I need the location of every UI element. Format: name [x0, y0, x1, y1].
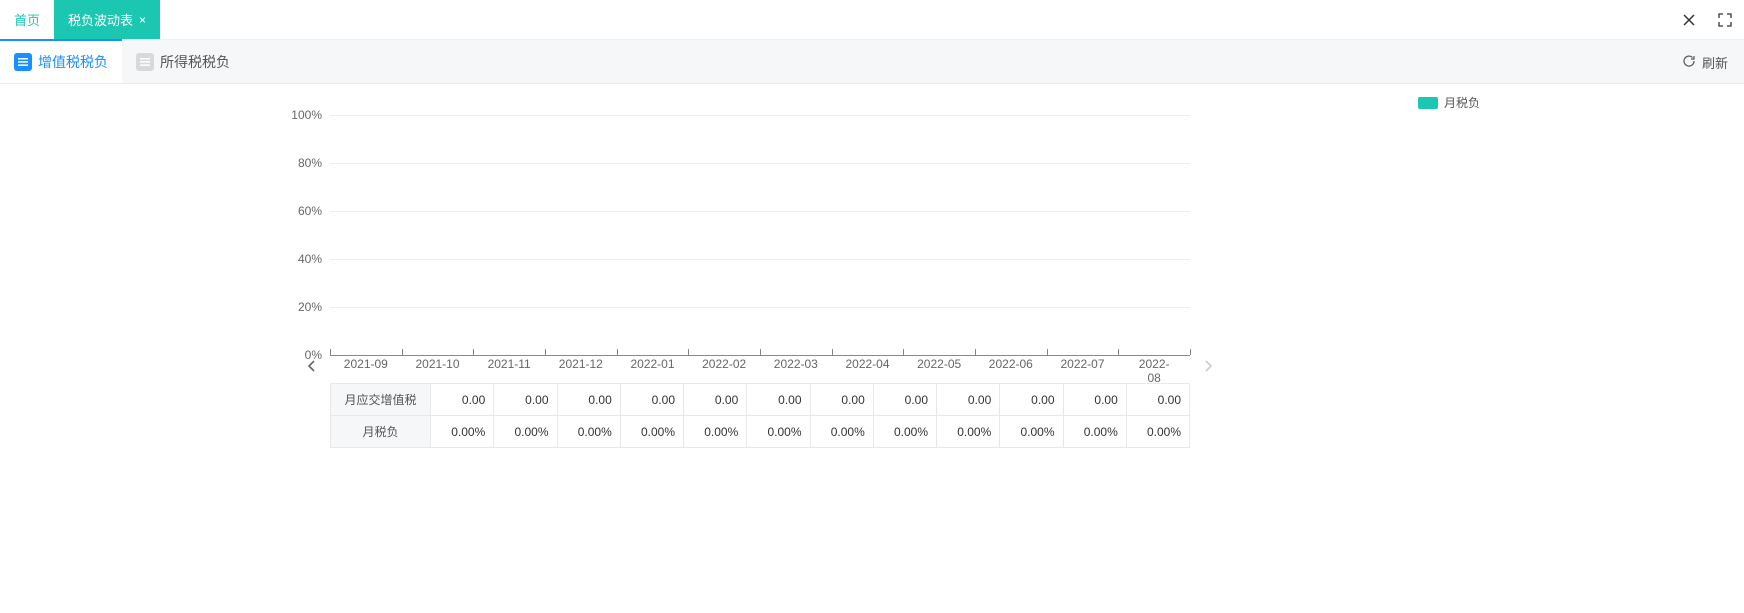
gridline	[330, 115, 1190, 116]
table-cell: 0.00	[937, 384, 1000, 416]
table-cell: 0.00	[873, 384, 936, 416]
table-cell: 0.00%	[494, 416, 557, 448]
x-tick-label: 2022-03	[774, 357, 818, 371]
table-cell: 0.00%	[873, 416, 936, 448]
table-cell: 0.00%	[684, 416, 747, 448]
table-cell: 0.00%	[1063, 416, 1126, 448]
subtab-income-tax[interactable]: 所得税税负	[122, 40, 244, 83]
table-row: 月税负 0.00%0.00%0.00%0.00%0.00%0.00%0.00%0…	[331, 416, 1190, 448]
x-tick-label: 2022-08	[1136, 357, 1172, 385]
x-tick	[545, 349, 546, 355]
chart-x-axis: 2021-09 2021-10 2021-11 2021-12 2022-01 2022-…	[330, 355, 1190, 383]
x-tick-label: 2021-10	[415, 357, 459, 371]
row1-label: 月应交增值税	[331, 384, 431, 416]
table-cell: 0.00	[810, 384, 873, 416]
x-tick-label: 2021-12	[559, 357, 603, 371]
table-cell: 0.00%	[747, 416, 810, 448]
x-tick	[1190, 349, 1191, 355]
x-tick	[617, 349, 618, 355]
x-tick	[402, 349, 403, 355]
table-cell: 0.00	[1063, 384, 1126, 416]
table-row: 月应交增值税 0.000.000.000.000.000.000.000.000…	[331, 384, 1190, 416]
x-tick	[975, 349, 976, 355]
table-cell: 0.00%	[937, 416, 1000, 448]
sub-tab-bar: 增值税税负 所得税税负 刷新	[0, 40, 1744, 84]
top-tab-strip: 首页 税负波动表 ×	[0, 0, 1744, 40]
x-tick-label: 2022-02	[702, 357, 746, 371]
table-cell: 0.00	[620, 384, 683, 416]
table-cell: 0.00%	[620, 416, 683, 448]
table-cell: 0.00	[684, 384, 747, 416]
list-icon	[136, 53, 154, 71]
x-tick	[832, 349, 833, 355]
table-cell: 0.00%	[1000, 416, 1063, 448]
table-cell: 0.00%	[1126, 416, 1189, 448]
fullscreen-icon[interactable]	[1712, 7, 1738, 33]
gridline	[330, 211, 1190, 212]
table-cell: 0.00	[494, 384, 557, 416]
subtab-income-tax-label: 所得税税负	[160, 52, 230, 72]
y-tick-label: 60%	[298, 204, 330, 218]
subtab-vat[interactable]: 增值税税负	[0, 39, 122, 83]
legend-label: 月税负	[1444, 94, 1480, 111]
y-tick-label: 40%	[298, 252, 330, 266]
x-tick	[473, 349, 474, 355]
tax-chart: 0%20%40%60%80%100%	[330, 115, 1190, 355]
table-cell: 0.00%	[557, 416, 620, 448]
list-icon	[14, 53, 32, 71]
gridline	[330, 307, 1190, 308]
x-tick	[903, 349, 904, 355]
y-tick-label: 100%	[291, 108, 330, 122]
subtab-vat-label: 增值税税负	[38, 52, 108, 72]
close-icon[interactable]: ×	[139, 13, 146, 27]
tab-tax-fluctuation[interactable]: 税负波动表 ×	[54, 0, 160, 39]
x-tick-label: 2022-06	[989, 357, 1033, 371]
chevron-left-icon[interactable]	[302, 359, 322, 375]
x-tick-label: 2022-04	[845, 357, 889, 371]
x-tick	[688, 349, 689, 355]
refresh-icon	[1682, 54, 1696, 71]
tab-home[interactable]: 首页	[0, 0, 54, 39]
x-tick-label: 2021-11	[488, 357, 531, 371]
gridline	[330, 163, 1190, 164]
table-cell: 0.00	[1126, 384, 1189, 416]
x-tick-label: 2022-01	[630, 357, 674, 371]
x-tick	[1118, 349, 1119, 355]
data-table: 月应交增值税 0.000.000.000.000.000.000.000.000…	[330, 383, 1190, 448]
refresh-label: 刷新	[1702, 53, 1728, 72]
x-tick-label: 2021-09	[344, 357, 388, 371]
x-tick	[760, 349, 761, 355]
table-cell: 0.00%	[431, 416, 494, 448]
table-cell: 0.00	[1000, 384, 1063, 416]
refresh-button[interactable]: 刷新	[1682, 40, 1728, 84]
x-tick	[330, 349, 331, 355]
table-cell: 0.00	[431, 384, 494, 416]
tab-tax-fluctuation-label: 税负波动表	[68, 10, 133, 29]
x-tick-label: 2022-05	[917, 357, 961, 371]
row2-label: 月税负	[331, 416, 431, 448]
chart-area: 月税负 0%20%40%60%80%100% 2021-092021-10202…	[0, 84, 1744, 448]
y-tick-label: 80%	[298, 156, 330, 170]
chart-legend: 月税负	[330, 94, 1520, 111]
top-right-controls	[1676, 0, 1738, 40]
chevron-right-icon[interactable]	[1198, 359, 1218, 375]
legend-swatch	[1418, 97, 1438, 109]
table-cell: 0.00%	[810, 416, 873, 448]
table-cell: 0.00	[747, 384, 810, 416]
close-all-tabs-icon[interactable]	[1676, 7, 1702, 33]
tab-home-label: 首页	[14, 10, 40, 29]
x-tick	[1047, 349, 1048, 355]
x-tick-label: 2022-07	[1060, 357, 1104, 371]
table-cell: 0.00	[557, 384, 620, 416]
gridline	[330, 259, 1190, 260]
y-tick-label: 20%	[298, 300, 330, 314]
